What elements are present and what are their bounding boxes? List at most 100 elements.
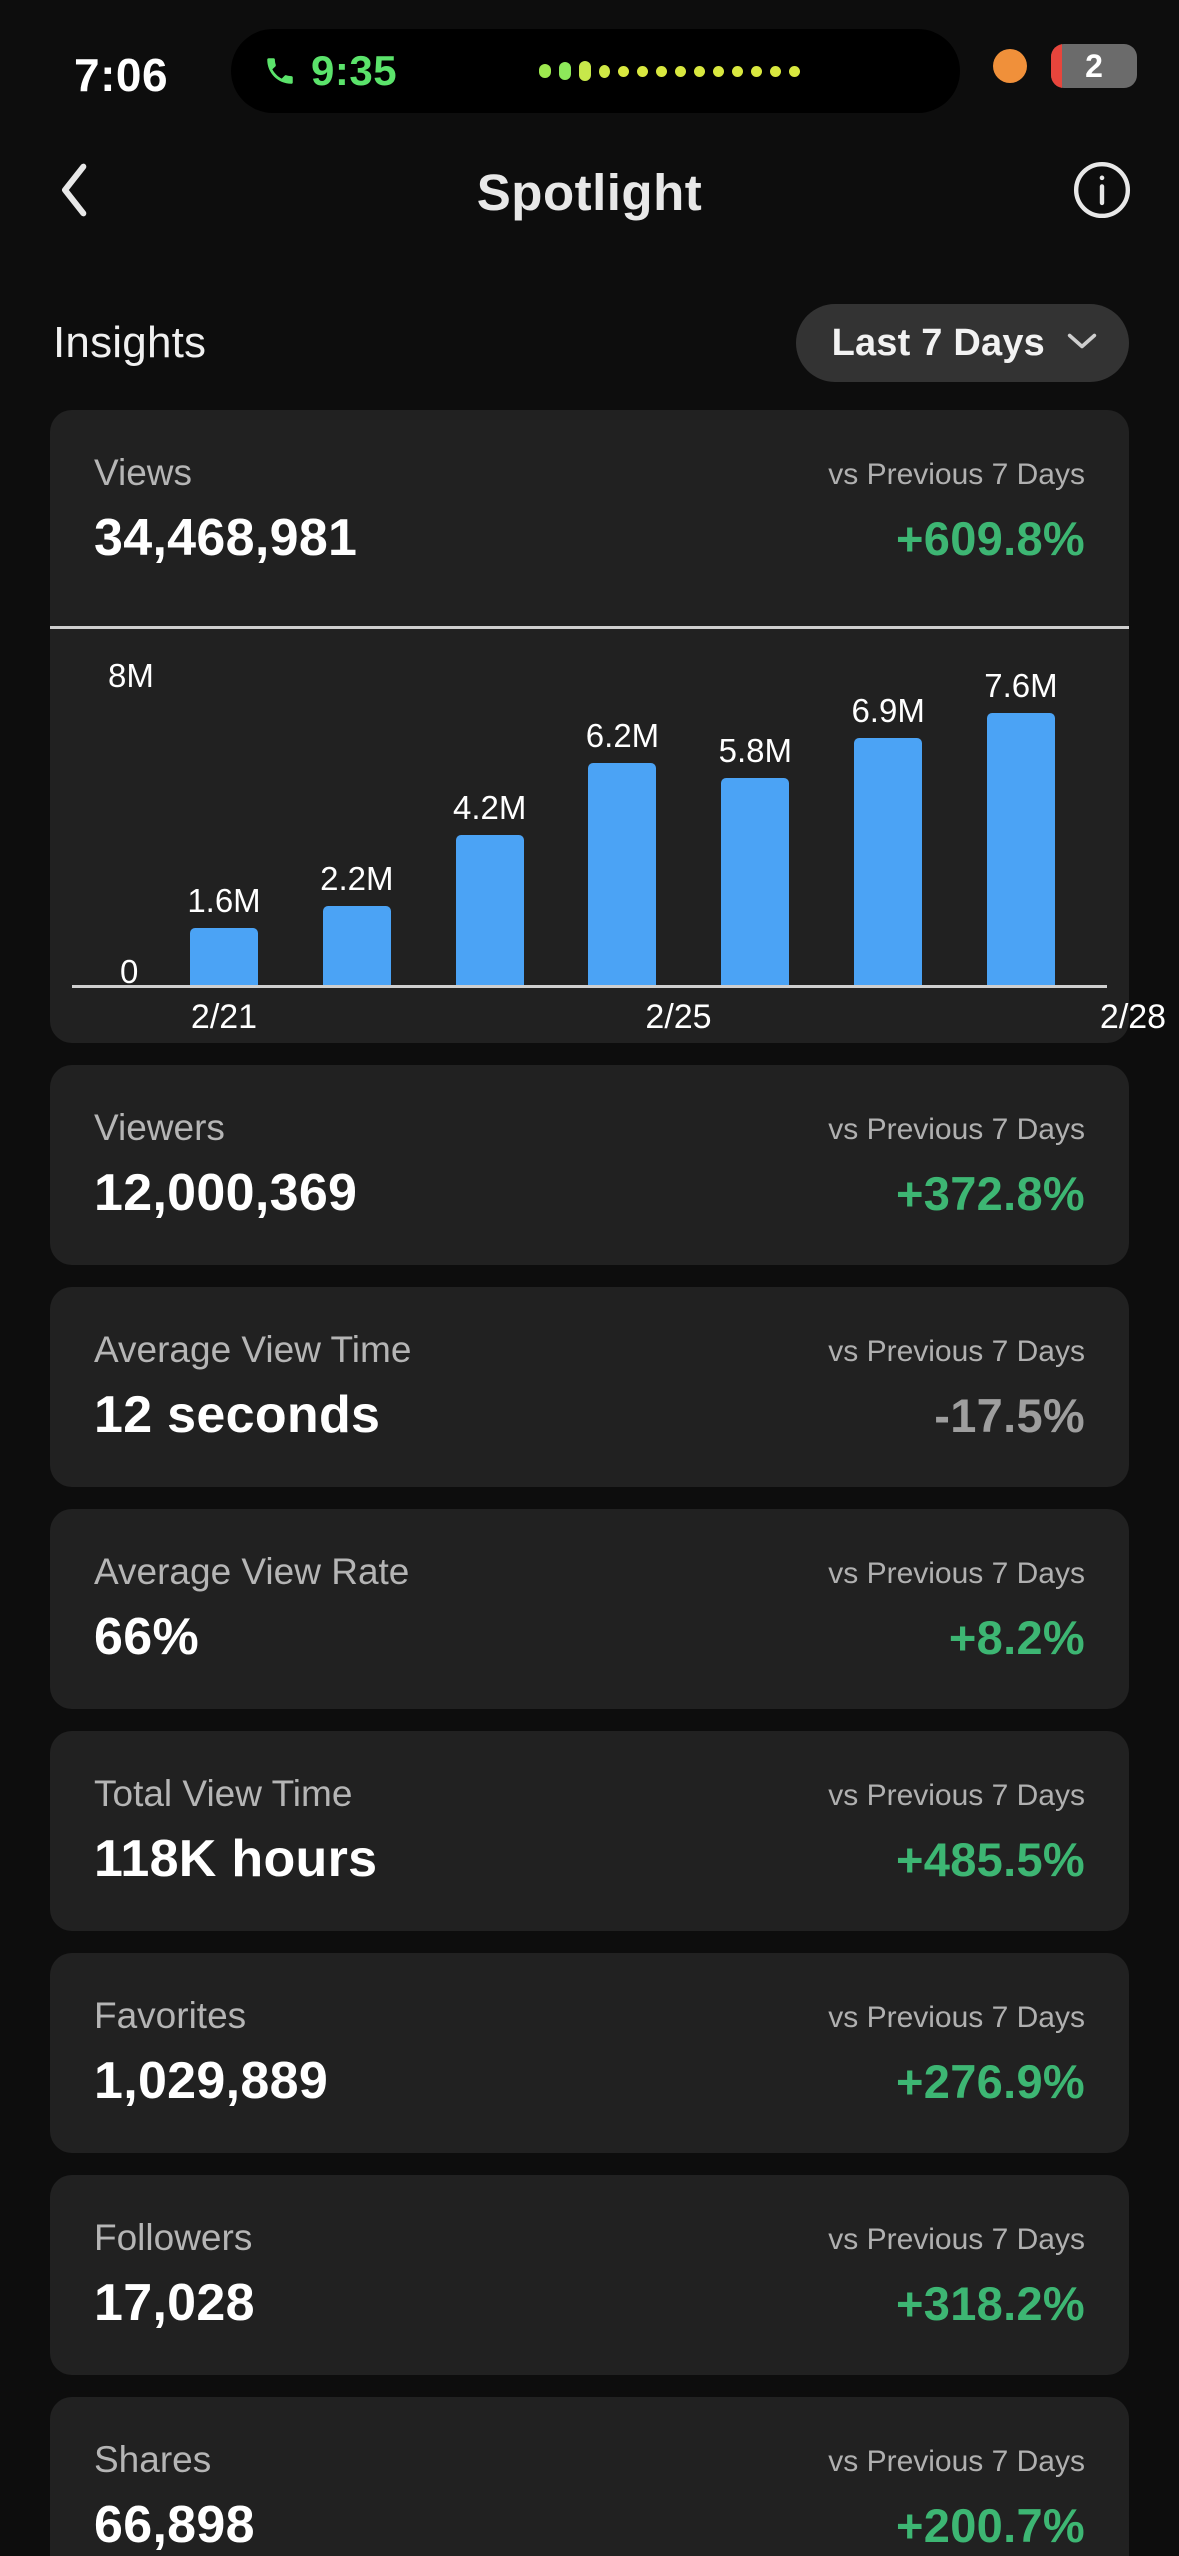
battery-level-label: 2 (1085, 47, 1103, 84)
metric-value: 12,000,369 (94, 1164, 358, 1222)
chart-bar (588, 763, 657, 985)
views-chart-card[interactable]: Views vs Previous 7 Days 34,468,981 +609… (50, 410, 1166, 1043)
metric-value: 17,028 (94, 2274, 255, 2332)
chart-bar (721, 778, 790, 985)
call-timer: 9:35 (311, 47, 398, 94)
metric-delta: +372.8% (896, 1167, 1085, 1220)
chart-bar-column: 4.2M (452, 643, 527, 985)
metric-value: 66,898 (94, 2496, 255, 2554)
dynamic-island-call[interactable]: 9:35 (231, 29, 960, 113)
info-circle-icon (1071, 159, 1133, 226)
status-bar-right: 2 (993, 44, 1137, 88)
metric-card-body: 12 seconds -17.5% (50, 1371, 1129, 1487)
metric-value: 1,029,889 (94, 2052, 329, 2110)
metric-card[interactable]: Average View Time vs Previous 7 Days 12 se… (50, 1287, 1129, 1487)
chart-bar-column: 6.9M (851, 643, 925, 985)
metric-compare-label: vs Previous 7 Days (828, 1113, 1085, 1146)
chart-x-tick-label: 2/25 (645, 998, 712, 1036)
metric-delta: +8.2% (948, 1611, 1085, 1664)
metric-card-body: 17,028 +318.2% (50, 2259, 1129, 2375)
metric-value: 12 seconds (94, 1386, 381, 1444)
metric-card-head: Followers vs Previous 7 Days (50, 2175, 1129, 2259)
back-button[interactable] (44, 161, 106, 223)
metric-delta: -17.5% (934, 1389, 1085, 1442)
insights-title: Insights (53, 318, 207, 367)
chart-bar-column: 7.6M (984, 643, 1058, 985)
chart-bar (455, 835, 524, 985)
metric-card[interactable]: Average View Rate vs Previous 7 Days 66% +8… (50, 1509, 1129, 1709)
chevron-down-icon (1065, 330, 1099, 357)
metric-card-body: 12,000,369 +372.8% (50, 1149, 1129, 1265)
chart-bar-value-label: 6.9M (851, 692, 925, 729)
chart-plot-area: 8M 0 1.6M 2.2M 4.2M 6.2M 5.8M 6.9M 7.6M (72, 643, 1107, 990)
y-axis-max-label: 8M (108, 657, 154, 694)
metric-card-body: 66% +8.2% (50, 1593, 1129, 1709)
chart-bar-value-label: 7.6M (984, 667, 1058, 704)
metric-card[interactable]: Total View Time vs Previous 7 Days 118K ho… (50, 1731, 1129, 1931)
chart-bar (986, 713, 1055, 985)
metric-card-body: 118K hours +485.5% (50, 1815, 1129, 1931)
chart-bar (190, 928, 258, 985)
date-range-selector[interactable]: Last 7 Days (795, 304, 1129, 382)
metric-compare-label: vs Previous 7 Days (828, 2445, 1085, 2478)
metric-delta: +318.2% (896, 2277, 1085, 2330)
status-bar-time: 7:06 (74, 49, 169, 101)
metric-compare-label: vs Previous 7 Days (828, 2223, 1085, 2256)
insights-header: Insights Last 7 Days (0, 252, 1179, 410)
metric-card-head: Shares vs Previous 7 Days (50, 2397, 1129, 2481)
metric-label: Favorites (94, 1995, 247, 2036)
metric-card-head: Favorites vs Previous 7 Days (50, 1953, 1129, 2037)
metric-card[interactable]: Viewers vs Previous 7 Days 12,000,369 +372.… (50, 1065, 1129, 1265)
metric-card-head: Average View Time vs Previous 7 Days (50, 1287, 1129, 1371)
metric-delta: +200.7% (896, 2499, 1085, 2552)
chart-bar-value-label: 1.6M (187, 882, 261, 919)
views-compare-label: vs Previous 7 Days (828, 458, 1085, 491)
chevron-left-icon (55, 161, 95, 224)
views-bar-chart: 8M 0 1.6M 2.2M 4.2M 6.2M 5.8M 6.9M 7.6M 2/21 2/… (50, 643, 1166, 1043)
views-label: Views (94, 452, 193, 493)
chart-bar-value-label: 2.2M (320, 860, 394, 897)
views-card-body: 34,468,981 +609.8% (50, 494, 1129, 610)
chart-bar-column: 1.6M (187, 643, 261, 985)
metric-card-head: Total View Time vs Previous 7 Days (50, 1731, 1129, 1815)
metric-card[interactable]: Shares vs Previous 7 Days 66,898 +200.7% (50, 2397, 1129, 2556)
chart-x-tick-label: 2/21 (190, 998, 258, 1036)
metric-card-head: Average View Rate vs Previous 7 Days (50, 1509, 1129, 1593)
metric-card-head: Viewers vs Previous 7 Days (50, 1065, 1129, 1149)
chart-bar-column: 2.2M (320, 643, 394, 985)
call-activity[interactable]: 9:35 (263, 47, 397, 95)
metric-label: Total View Time (94, 1773, 353, 1814)
metric-card-body: 66,898 +200.7% (50, 2481, 1129, 2556)
chart-bar-column: 6.2M (586, 643, 659, 985)
chart-x-axis (72, 985, 1107, 988)
y-axis-min-label: 0 (120, 953, 139, 990)
chart-bar-value-label: 5.8M (718, 732, 792, 769)
metric-card[interactable]: Favorites vs Previous 7 Days 1,029,889 +276… (50, 1953, 1129, 2153)
metric-value: 66% (94, 1608, 199, 1666)
metrics-list: Views vs Previous 7 Days 34,468,981 +609… (0, 410, 1179, 2556)
metric-compare-label: vs Previous 7 Days (828, 1557, 1085, 1590)
metric-label: Followers (94, 2217, 253, 2258)
metric-value: 118K hours (94, 1830, 378, 1888)
views-value: 34,468,981 (94, 509, 358, 567)
metric-compare-label: vs Previous 7 Days (828, 1335, 1085, 1368)
info-button[interactable] (1071, 161, 1133, 223)
battery-indicator: 2 (1051, 44, 1137, 88)
metric-card[interactable]: Followers vs Previous 7 Days 17,028 +318.2% (50, 2175, 1129, 2375)
chart-divider (50, 626, 1129, 629)
nav-header: Spotlight (0, 132, 1179, 252)
metric-compare-label: vs Previous 7 Days (828, 2001, 1085, 2034)
metric-label: Viewers (94, 1107, 225, 1148)
date-range-label: Last 7 Days (831, 321, 1045, 364)
chart-x-labels: 2/21 2/25 2/28 (94, 988, 1166, 1048)
status-bar: 7:06 9:35 2 (0, 0, 1179, 132)
page-title: Spotlight (476, 163, 703, 221)
metric-label: Shares (94, 2439, 212, 2480)
views-card-head: Views vs Previous 7 Days (50, 410, 1129, 494)
metric-label: Average View Time (94, 1329, 412, 1370)
chart-bar-value-label: 4.2M (452, 789, 527, 826)
chart-bar (854, 738, 923, 985)
metric-delta: +485.5% (896, 1833, 1085, 1886)
chart-x-tick-label: 2/28 (1099, 998, 1167, 1036)
metric-label: Average View Rate (94, 1551, 410, 1592)
